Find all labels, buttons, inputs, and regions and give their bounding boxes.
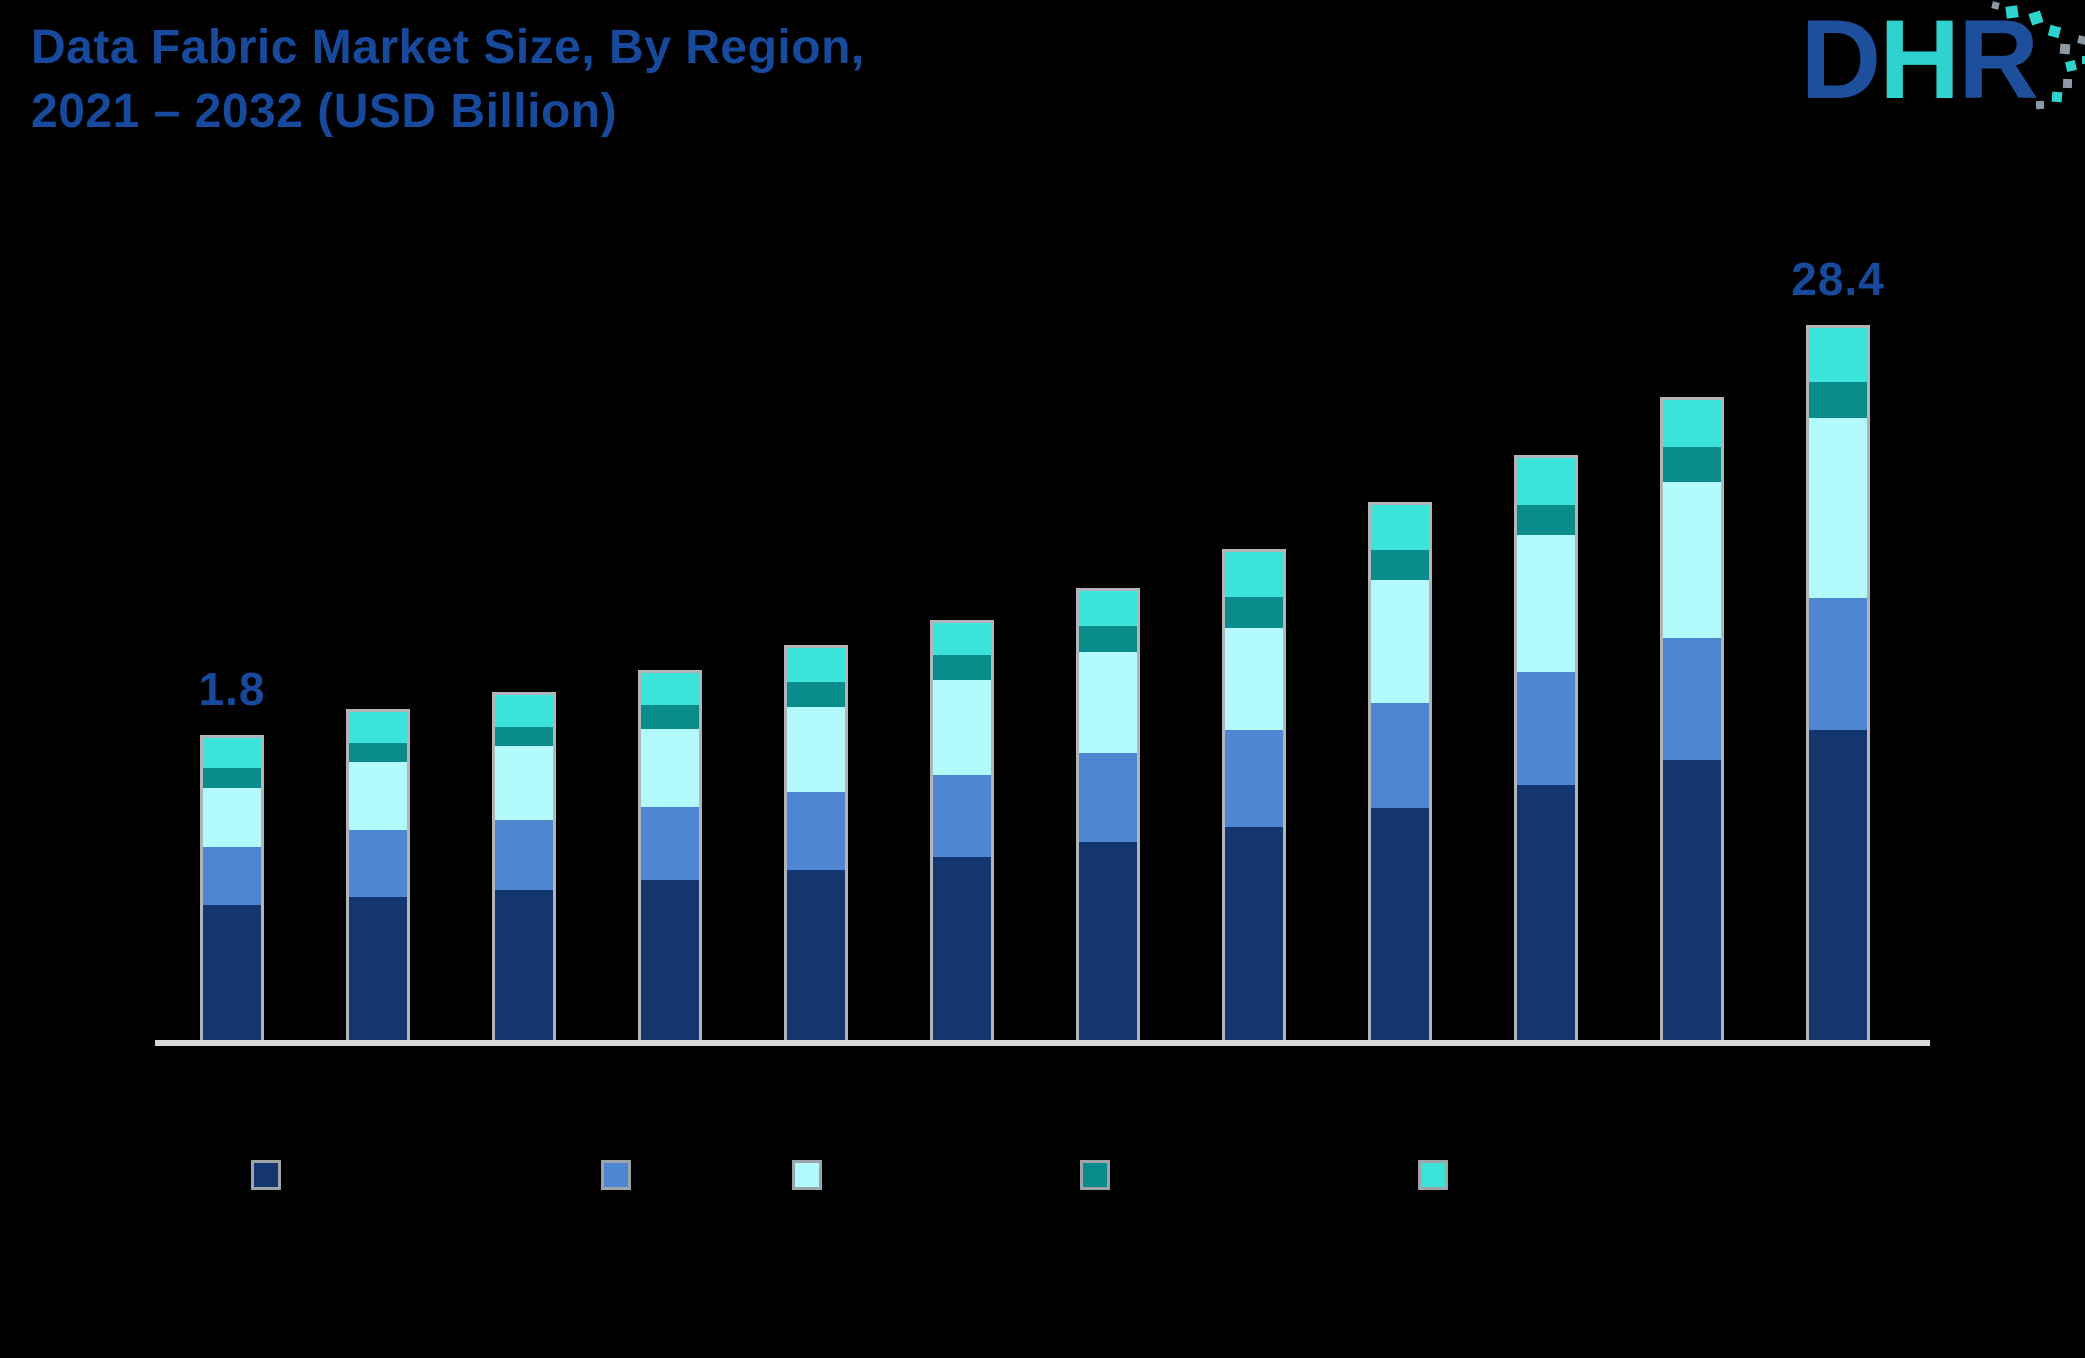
segment-navy-2030 <box>1517 785 1575 1042</box>
segment-teal-2028 <box>1225 597 1283 628</box>
segment-navy-2023 <box>495 890 553 1042</box>
legend-swatch-blue <box>601 1160 631 1190</box>
logo-dot <box>2005 5 2019 19</box>
logo-letter-h: H <box>1879 0 1960 122</box>
logo-dot <box>2047 24 2062 39</box>
segment-turquoise-2024 <box>641 673 699 705</box>
legend-swatch-teal <box>1080 1160 1110 1190</box>
segment-teal-2023 <box>495 727 553 746</box>
logo-dot <box>2035 100 2045 110</box>
segment-teal-2024 <box>641 705 699 729</box>
segment-turquoise-2028 <box>1225 552 1283 597</box>
segment-blue-2023 <box>495 820 553 890</box>
segment-teal-2030 <box>1517 505 1575 535</box>
segment-turquoise-2030 <box>1517 458 1575 505</box>
segment-teal-2022 <box>349 743 407 762</box>
segment-blue-2032 <box>1809 598 1867 730</box>
segment-teal-2021 <box>203 768 261 788</box>
segment-turquoise-2025 <box>787 648 845 682</box>
segment-cyan-2026 <box>933 680 991 775</box>
segment-blue-2028 <box>1225 730 1283 827</box>
segment-navy-2025 <box>787 870 845 1042</box>
bar-2023 <box>492 692 556 1042</box>
segment-blue-2026 <box>933 775 991 857</box>
segment-cyan-2032 <box>1809 418 1867 598</box>
segment-teal-2025 <box>787 682 845 707</box>
bar-2026 <box>930 620 994 1042</box>
segment-cyan-2021 <box>203 788 261 847</box>
segment-blue-2031 <box>1663 638 1721 760</box>
bar-2032 <box>1806 325 1870 1042</box>
segment-cyan-2027 <box>1079 652 1137 753</box>
segment-blue-2030 <box>1517 672 1575 785</box>
segment-turquoise-2031 <box>1663 400 1721 447</box>
segment-navy-2024 <box>641 880 699 1042</box>
bar-2024 <box>638 670 702 1042</box>
bar-value-label-2032: 28.4 <box>1791 253 1885 305</box>
dhr-logo: DHR <box>1800 4 2039 116</box>
bar-2028 <box>1222 549 1286 1042</box>
logo-dot <box>2077 35 2085 45</box>
segment-teal-2026 <box>933 655 991 680</box>
segment-turquoise-2026 <box>933 623 991 655</box>
chart-title-line2: 2021 – 2032 (USD Billion) <box>31 85 618 138</box>
segment-navy-2027 <box>1079 842 1137 1042</box>
bar-2030 <box>1514 455 1578 1042</box>
segment-teal-2027 <box>1079 626 1137 652</box>
logo-dot <box>2062 78 2073 89</box>
segment-blue-2024 <box>641 807 699 880</box>
segment-blue-2022 <box>349 830 407 897</box>
bar-2022 <box>346 709 410 1042</box>
segment-blue-2021 <box>203 847 261 905</box>
segment-cyan-2030 <box>1517 535 1575 672</box>
legend-swatch-navy <box>251 1160 281 1190</box>
segment-turquoise-2032 <box>1809 328 1867 382</box>
segment-teal-2031 <box>1663 447 1721 482</box>
segment-navy-2031 <box>1663 760 1721 1042</box>
segment-navy-2021 <box>203 905 261 1042</box>
segment-cyan-2023 <box>495 746 553 820</box>
logo-dot <box>2028 10 2044 26</box>
bar-2031 <box>1660 397 1724 1042</box>
segment-navy-2022 <box>349 897 407 1042</box>
legend-swatch-cyan <box>792 1160 822 1190</box>
bar-value-label-2021: 1.8 <box>198 663 266 715</box>
logo-letter-r: R <box>1958 0 2039 122</box>
segment-navy-2032 <box>1809 730 1867 1042</box>
chart-title: Data Fabric Market Size, By Region, 2021… <box>31 16 865 144</box>
segment-cyan-2022 <box>349 762 407 830</box>
logo-dot <box>2059 43 2071 55</box>
segment-cyan-2028 <box>1225 628 1283 730</box>
logo-dot <box>2051 91 2063 103</box>
segment-cyan-2024 <box>641 729 699 807</box>
segment-blue-2027 <box>1079 753 1137 842</box>
x-axis-line <box>155 1040 1930 1046</box>
legend-swatch-turquoise <box>1418 1160 1448 1190</box>
segment-blue-2025 <box>787 792 845 870</box>
segment-navy-2028 <box>1225 827 1283 1042</box>
logo-dot <box>2065 60 2077 72</box>
bar-2025 <box>784 645 848 1042</box>
segment-navy-2026 <box>933 857 991 1042</box>
segment-teal-2029 <box>1371 550 1429 580</box>
segment-navy-2029 <box>1371 808 1429 1042</box>
logo-letter-d: D <box>1800 0 1881 122</box>
segment-cyan-2031 <box>1663 482 1721 638</box>
segment-turquoise-2029 <box>1371 505 1429 550</box>
chart-title-line1: Data Fabric Market Size, By Region, <box>31 21 865 74</box>
segment-turquoise-2022 <box>349 712 407 743</box>
segment-cyan-2025 <box>787 707 845 792</box>
segment-turquoise-2023 <box>495 695 553 727</box>
segment-cyan-2029 <box>1371 580 1429 703</box>
bar-2029 <box>1368 502 1432 1042</box>
segment-blue-2029 <box>1371 703 1429 808</box>
segment-teal-2032 <box>1809 382 1867 418</box>
segment-turquoise-2021 <box>203 738 261 768</box>
bar-2027 <box>1076 588 1140 1042</box>
segment-turquoise-2027 <box>1079 591 1137 626</box>
bar-2021 <box>200 735 264 1042</box>
